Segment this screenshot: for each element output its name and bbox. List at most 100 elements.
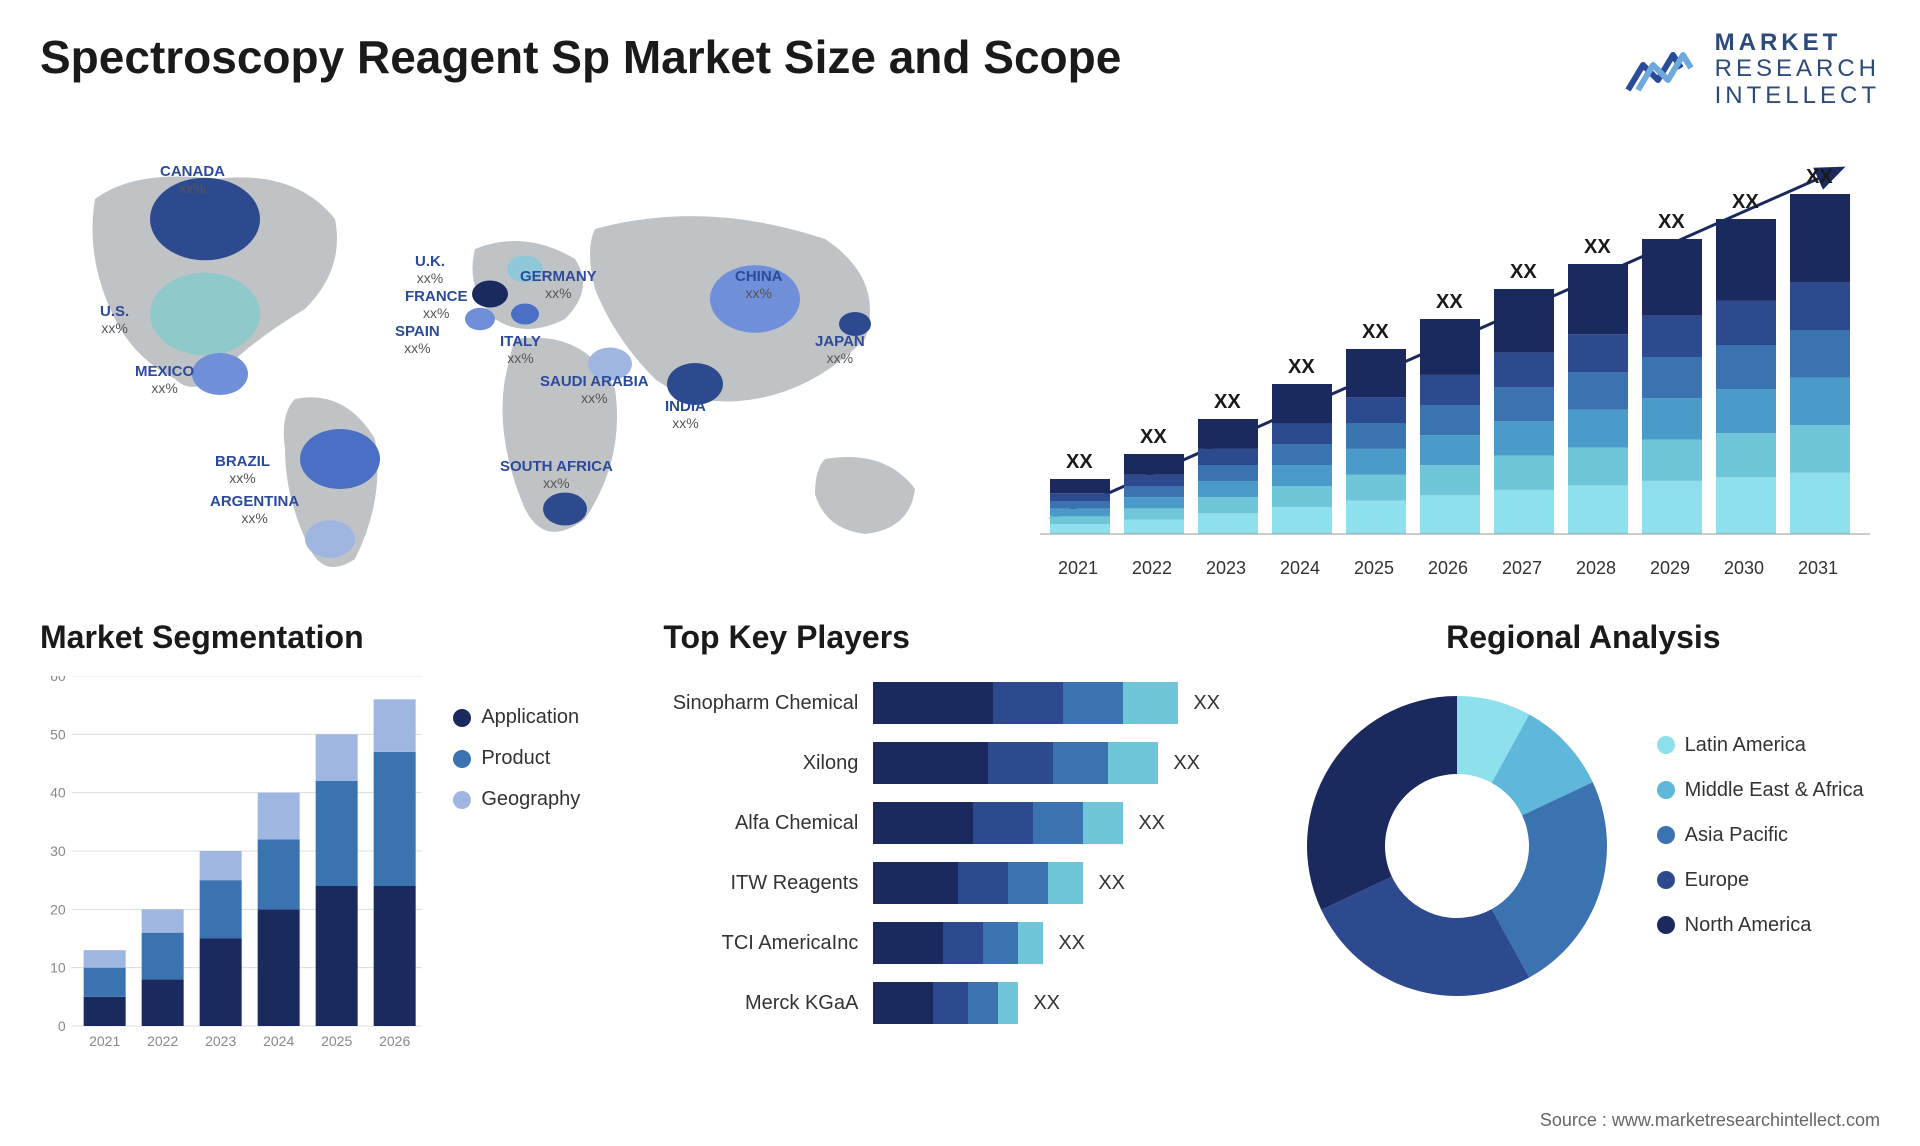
svg-text:40: 40 bbox=[50, 785, 66, 801]
legend-item: Middle East & Africa bbox=[1657, 779, 1864, 802]
legend-dot bbox=[1657, 781, 1675, 799]
map-label: SPAINxx% bbox=[395, 324, 440, 356]
logo-line2: RESEARCH bbox=[1715, 56, 1880, 82]
kp-bar bbox=[873, 922, 1043, 964]
growth-bar-label: XX bbox=[1288, 356, 1315, 379]
kp-value: XX bbox=[1058, 932, 1085, 955]
kp-bar-seg bbox=[998, 982, 1018, 1024]
growth-xlabel: 2028 bbox=[1576, 558, 1616, 579]
map-label: GERMANYxx% bbox=[520, 269, 597, 301]
kp-bar-seg bbox=[1108, 742, 1158, 784]
world-map: CANADAxx%U.S.xx%MEXICOxx%BRAZILxx%ARGENT… bbox=[40, 139, 970, 579]
kp-row: XilongXX bbox=[663, 736, 1256, 790]
map-label: CANADAxx% bbox=[160, 164, 225, 196]
kp-bar-seg bbox=[1033, 802, 1083, 844]
kp-bar-seg bbox=[873, 982, 933, 1024]
kp-row: ITW Reagents XX bbox=[663, 856, 1256, 910]
kp-bar-seg bbox=[1083, 802, 1123, 844]
kp-row: Merck KGaA XX bbox=[663, 976, 1256, 1030]
svg-text:60: 60 bbox=[50, 676, 66, 684]
segmentation-chart: 0102030405060202120222023202420252026 bbox=[40, 676, 423, 1056]
legend-dot bbox=[453, 709, 471, 727]
growth-bar-label: XX bbox=[1510, 261, 1537, 284]
growth-xlabel: 2031 bbox=[1798, 558, 1838, 579]
map-label: FRANCExx% bbox=[405, 289, 468, 321]
kp-bar-seg bbox=[1008, 862, 1048, 904]
map-label: ITALYxx% bbox=[500, 334, 541, 366]
map-label: ARGENTINAxx% bbox=[210, 494, 299, 526]
growth-bar-label: XX bbox=[1436, 291, 1463, 314]
kp-row: TCI AmericaIncXX bbox=[663, 916, 1256, 970]
page-title: Spectroscopy Reagent Sp Market Size and … bbox=[40, 30, 1121, 84]
source-attribution: Source : www.marketresearchintellect.com bbox=[1540, 1110, 1880, 1131]
kp-bar-seg bbox=[873, 922, 943, 964]
legend-dot bbox=[453, 750, 471, 768]
key-players-title: Top Key Players bbox=[663, 619, 1256, 656]
growth-xlabel: 2021 bbox=[1058, 558, 1098, 579]
segmentation-panel: Market Segmentation 0 10 20 30 40 50 60 2021 202… bbox=[40, 619, 633, 1099]
kp-bar-seg bbox=[958, 862, 1008, 904]
kp-bar bbox=[873, 982, 1018, 1024]
kp-bar-seg bbox=[1048, 862, 1083, 904]
kp-bar-seg bbox=[1053, 742, 1108, 784]
growth-xlabel: 2024 bbox=[1280, 558, 1320, 579]
kp-bar-seg bbox=[943, 922, 983, 964]
legend-dot bbox=[1657, 826, 1675, 844]
segmentation-title: Market Segmentation bbox=[40, 619, 633, 656]
svg-text:2021: 2021 bbox=[89, 1033, 120, 1049]
map-label: U.S.xx% bbox=[100, 304, 129, 336]
svg-text:20: 20 bbox=[50, 902, 66, 918]
legend-dot bbox=[1657, 871, 1675, 889]
kp-label: Merck KGaA bbox=[663, 992, 873, 1015]
kp-bar-seg bbox=[993, 682, 1063, 724]
kp-row: Alfa ChemicalXX bbox=[663, 796, 1256, 850]
growth-xlabel: 2023 bbox=[1206, 558, 1246, 579]
legend-item: Europe bbox=[1657, 869, 1864, 892]
legend-item: Geography bbox=[453, 788, 633, 811]
svg-text:2025: 2025 bbox=[321, 1033, 352, 1049]
logo-line3: INTELLECT bbox=[1715, 83, 1880, 109]
svg-text:0: 0 bbox=[58, 1018, 66, 1034]
growth-chart: 2021202220232024202520262027202820292030… bbox=[1030, 139, 1880, 579]
logo-icon bbox=[1623, 40, 1703, 100]
growth-xlabel: 2029 bbox=[1650, 558, 1690, 579]
map-label: U.K.xx% bbox=[415, 254, 445, 286]
kp-bar-seg bbox=[933, 982, 968, 1024]
map-label: SAUDI ARABIAxx% bbox=[540, 374, 649, 406]
svg-text:2024: 2024 bbox=[263, 1033, 294, 1049]
kp-bar-seg bbox=[873, 682, 993, 724]
growth-bar-label: XX bbox=[1214, 391, 1241, 414]
kp-bar bbox=[873, 802, 1123, 844]
kp-label: ITW Reagents bbox=[663, 872, 873, 895]
kp-label: Xilong bbox=[663, 752, 873, 775]
kp-bar bbox=[873, 742, 1158, 784]
legend-item: Asia Pacific bbox=[1657, 824, 1864, 847]
kp-bar bbox=[873, 682, 1178, 724]
map-label: SOUTH AFRICAxx% bbox=[500, 459, 613, 491]
kp-bar-seg bbox=[968, 982, 998, 1024]
kp-bar-seg bbox=[973, 802, 1033, 844]
kp-bar-seg bbox=[1063, 682, 1123, 724]
growth-xlabel: 2027 bbox=[1502, 558, 1542, 579]
svg-text:50: 50 bbox=[50, 727, 66, 743]
kp-bar-seg bbox=[873, 742, 988, 784]
kp-bar-seg bbox=[983, 922, 1018, 964]
regional-title: Regional Analysis bbox=[1287, 619, 1880, 656]
kp-bar-seg bbox=[873, 862, 958, 904]
kp-value: XX bbox=[1193, 692, 1220, 715]
key-players-panel: Top Key Players Sinopharm ChemicalXXXilo… bbox=[663, 619, 1256, 1099]
svg-text:30: 30 bbox=[50, 843, 66, 859]
growth-xlabel: 2025 bbox=[1354, 558, 1394, 579]
kp-label: Alfa Chemical bbox=[663, 812, 873, 835]
legend-item: Latin America bbox=[1657, 734, 1864, 757]
logo-line1: MARKET bbox=[1715, 30, 1880, 56]
kp-value: XX bbox=[1033, 992, 1060, 1015]
growth-bar-label: XX bbox=[1658, 211, 1685, 234]
map-label: MEXICOxx% bbox=[135, 364, 194, 396]
svg-text:10: 10 bbox=[50, 960, 66, 976]
svg-text:2023: 2023 bbox=[205, 1033, 236, 1049]
svg-text:2026: 2026 bbox=[379, 1033, 410, 1049]
map-label: JAPANxx% bbox=[815, 334, 865, 366]
kp-value: XX bbox=[1098, 872, 1125, 895]
growth-bar-label: XX bbox=[1584, 236, 1611, 259]
